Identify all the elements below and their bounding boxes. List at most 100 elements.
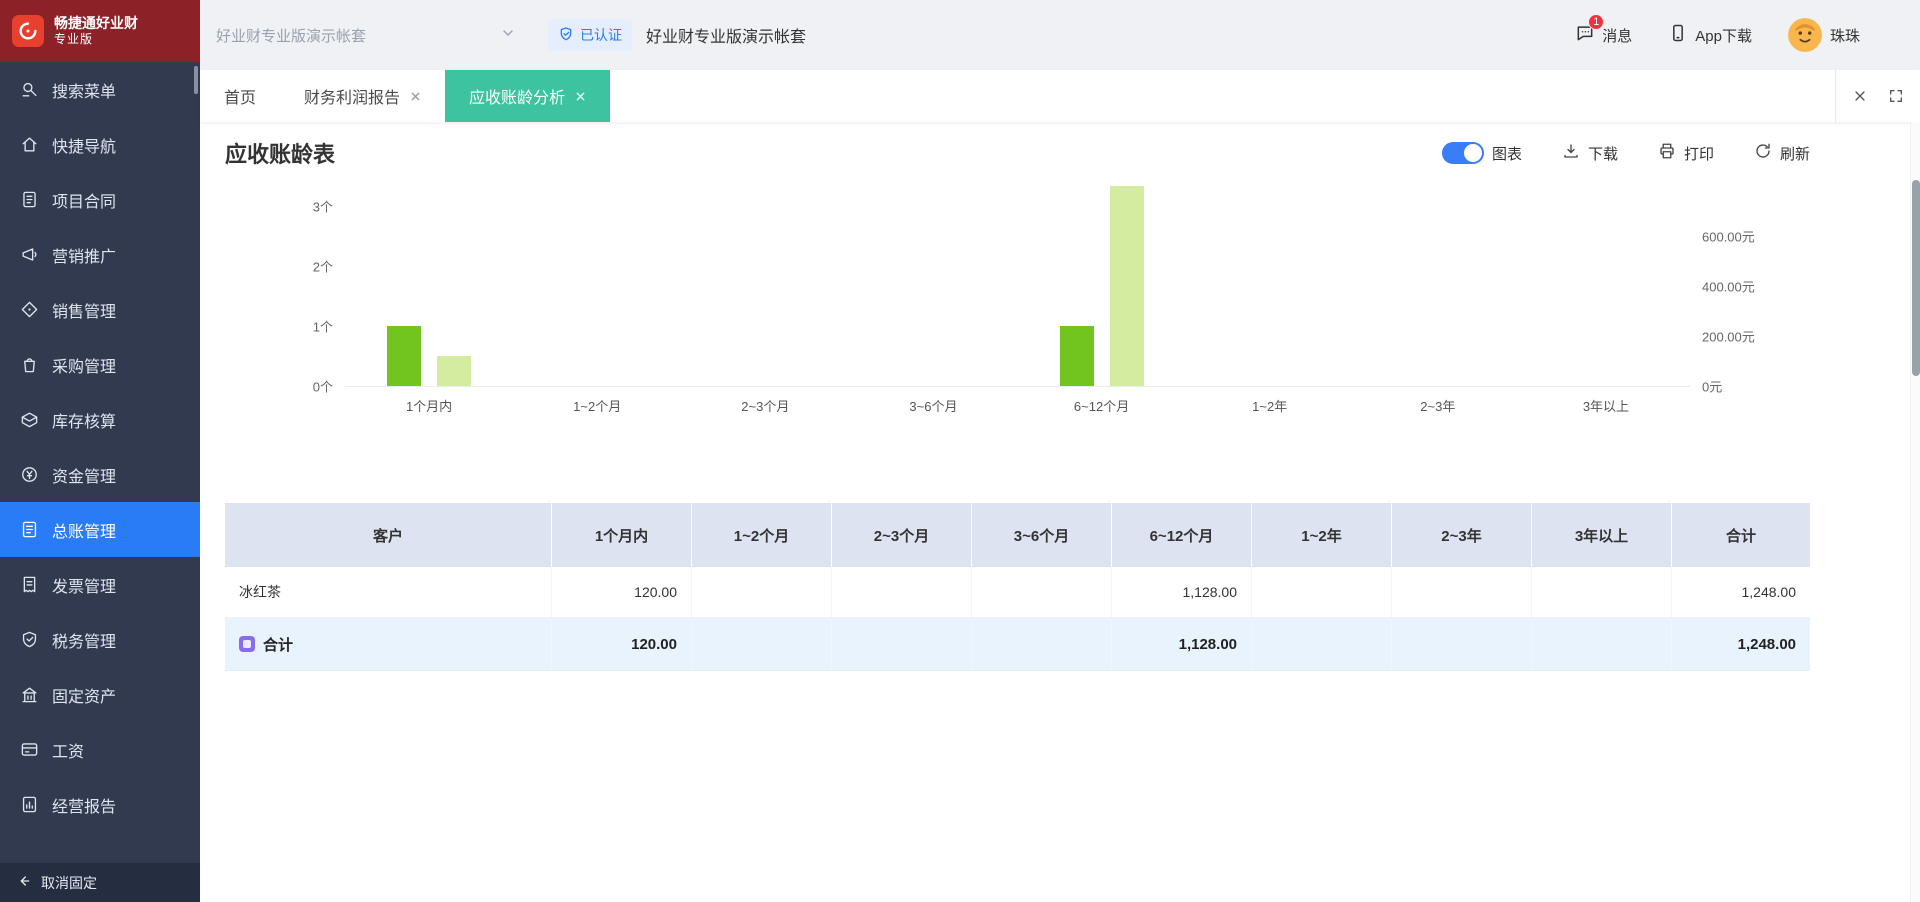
left-axis-tick-label: 1个 <box>312 319 333 335</box>
sidebar-item-发票管理[interactable]: 发票管理 <box>0 557 200 612</box>
chart-toggle-control: 图表 <box>1441 142 1522 164</box>
sidebar-item-搜索菜单[interactable]: 搜索菜单 <box>0 62 200 117</box>
tab-close-icon[interactable] <box>410 91 421 102</box>
sidebar-item-资金管理[interactable]: 资金管理 <box>0 447 200 502</box>
sidebar-item-销售管理[interactable]: 销售管理 <box>0 282 200 337</box>
account-set-title: 好业财专业版演示帐套 <box>646 29 807 46</box>
sidebar-item-label: 采购管理 <box>52 358 117 376</box>
page-scrollbar <box>1910 122 1920 902</box>
chart-slot-3~6个月 <box>849 186 1017 386</box>
messages-label: 消息 <box>1602 27 1633 45</box>
fullscreen-icon[interactable] <box>1888 88 1904 104</box>
username-label: 珠珠 <box>1829 27 1860 45</box>
chart-slot-3年以上 <box>1522 186 1690 386</box>
certified-badge[interactable]: 已认证 <box>548 19 632 51</box>
aging-bar-chart: 0个 1个 2个 3个 1个月内 1~2个月 2~3个月 3~6个月 6~12个月 1~2年 2~… <box>225 186 1810 415</box>
table-column-header-6~12个月: 6~12个月 <box>1112 503 1252 567</box>
shield-check-icon <box>558 26 574 45</box>
chart-bar-amount <box>437 356 472 386</box>
messages-button[interactable]: 1 消息 <box>1575 14 1633 47</box>
sidebar-item-label: 搜索菜单 <box>52 83 117 101</box>
tab-bar: 首页 财务利润报告 应收账龄分析 <box>200 70 1920 122</box>
chart-category-label: 3~6个月 <box>909 399 958 414</box>
chart-slot-1个月内 <box>345 186 513 386</box>
tab-close-icon[interactable] <box>575 91 586 102</box>
sidebar-item-label: 资金管理 <box>52 468 117 486</box>
tab-首页[interactable]: 首页 <box>200 70 280 122</box>
sidebar-item-经营报告[interactable]: 经营报告 <box>0 777 200 832</box>
app-brand: 畅捷通好业财 专业版 <box>0 0 200 62</box>
sidebar-item-label: 总账管理 <box>52 523 117 541</box>
page-scrollbar-thumb[interactable] <box>1912 180 1920 376</box>
total-value-cell <box>1532 618 1672 670</box>
user-menu[interactable]: 珠珠 <box>1787 18 1860 52</box>
certified-badge-label: 已认证 <box>580 27 622 43</box>
tab-label: 首页 <box>224 90 257 107</box>
chart-category-label: 1~2年 <box>1252 399 1288 414</box>
download-button[interactable]: 下载 <box>1562 142 1618 164</box>
account-set-select[interactable]: 好业财专业版演示帐套 <box>216 25 516 46</box>
sidebar-item-库存核算[interactable]: 库存核算 <box>0 392 200 447</box>
total-row-icon <box>239 636 255 652</box>
close-all-tabs-icon[interactable] <box>1852 88 1868 104</box>
page-title: 应收账龄表 <box>225 142 336 167</box>
print-button[interactable]: 打印 <box>1658 142 1714 164</box>
unpin-button[interactable]: 取消固定 <box>0 863 200 902</box>
app-download-button[interactable]: App下载 <box>1668 23 1752 47</box>
salary-icon <box>20 740 39 759</box>
chart-left-axis: 0个 1个 2个 3个 <box>225 186 345 395</box>
table-column-header-1~2年: 1~2年 <box>1252 503 1392 567</box>
tab-财务利润报告[interactable]: 财务利润报告 <box>280 70 445 122</box>
right-axis-tick-label: 0元 <box>1702 379 1723 395</box>
table-column-header-3年以上: 3年以上 <box>1532 503 1672 567</box>
sidebar-item-采购管理[interactable]: 采购管理 <box>0 337 200 392</box>
sidebar-item-label: 发票管理 <box>52 578 117 596</box>
download-label: 下载 <box>1587 145 1618 163</box>
chart-slot-1~2个月 <box>513 186 681 386</box>
tab-应收账龄分析[interactable]: 应收账龄分析 <box>445 70 611 122</box>
total-value-cell <box>972 618 1112 670</box>
messages-count-badge: 1 <box>1588 14 1605 30</box>
print-label: 打印 <box>1683 145 1714 163</box>
left-axis-tick-label: 2个 <box>312 259 333 275</box>
sidebar-item-项目合同[interactable]: 项目合同 <box>0 172 200 227</box>
ledger-icon <box>20 520 39 539</box>
table-column-header-1~2个月: 1~2个月 <box>692 503 832 567</box>
value-cell: 120.00 <box>552 567 692 617</box>
total-value-cell <box>832 618 972 670</box>
table-total-row: 合计 120.00 1,128.00 1,248.00 <box>225 618 1810 671</box>
value-cell: 1,248.00 <box>1741 584 1797 600</box>
chevron-down-icon <box>500 25 516 45</box>
chart-plot-area <box>345 186 1690 387</box>
sidebar-item-label: 库存核算 <box>52 413 117 431</box>
sidebar-item-快捷导航[interactable]: 快捷导航 <box>0 117 200 172</box>
table-column-header-1个月内: 1个月内 <box>552 503 692 567</box>
refresh-button[interactable]: 刷新 <box>1754 142 1810 164</box>
brand-text: 畅捷通好业财 专业版 <box>54 14 138 48</box>
sidebar-item-partial[interactable] <box>0 832 200 852</box>
sidebar-item-label: 营销推广 <box>52 248 117 266</box>
total-value-cell: 120.00 <box>552 618 692 670</box>
sidebar-item-营销推广[interactable]: 营销推广 <box>0 227 200 282</box>
chart-plot-wrap: 1个月内 1~2个月 2~3个月 3~6个月 6~12个月 1~2年 2~3年 3年以上 <box>345 186 1690 415</box>
brand-logo-icon <box>12 15 44 47</box>
sidebar-scrollbar-thumb[interactable] <box>194 66 198 94</box>
sidebar-item-工资[interactable]: 工资 <box>0 722 200 777</box>
sidebar-item-label: 经营报告 <box>52 798 117 816</box>
printer-icon <box>1658 142 1676 164</box>
partial-icon <box>20 850 39 852</box>
topbar: 好业财专业版演示帐套 已认证 好业财专业版演示帐套 <box>200 0 1920 70</box>
sidebar-item-label: 工资 <box>52 743 85 761</box>
inventory-icon <box>20 410 39 429</box>
sidebar-item-总账管理[interactable]: 总账管理 <box>0 502 200 557</box>
refresh-icon <box>1754 142 1772 164</box>
refresh-label: 刷新 <box>1779 145 1810 163</box>
sidebar-item-固定资产[interactable]: 固定资产 <box>0 667 200 722</box>
chart-bar-amount <box>1109 186 1144 386</box>
chart-toggle-switch[interactable] <box>1441 142 1484 164</box>
sales-icon <box>20 300 39 319</box>
search-menu-icon <box>20 80 39 99</box>
right-axis-tick-label: 600.00元 <box>1702 229 1755 245</box>
sidebar-item-税务管理[interactable]: 税务管理 <box>0 612 200 667</box>
